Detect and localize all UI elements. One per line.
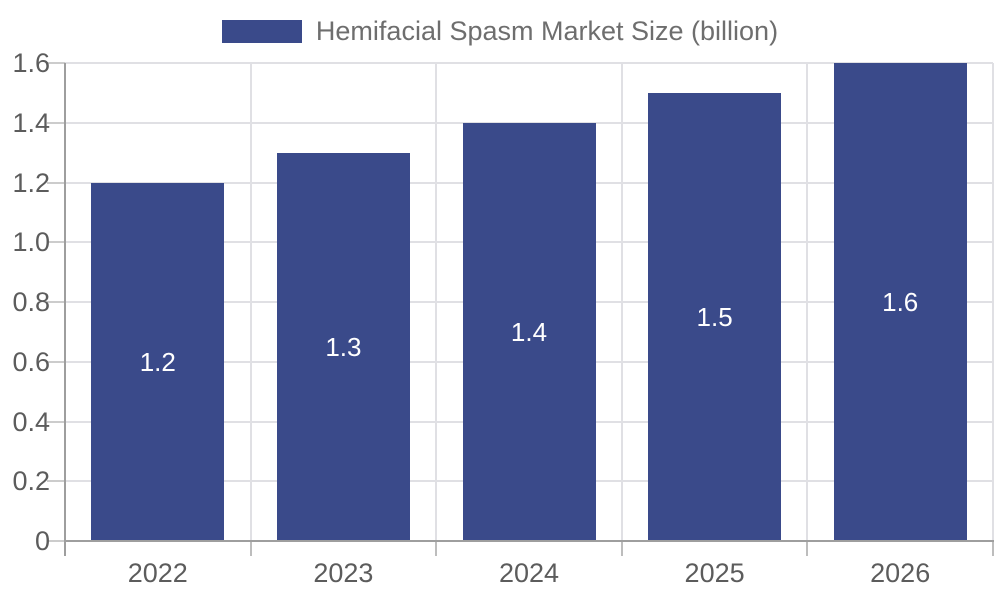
y-tick-mark <box>47 360 65 363</box>
y-axis-tick-label: 0.2 <box>12 466 50 497</box>
x-gridline <box>992 63 994 541</box>
y-axis-tick-label: 0 <box>34 526 50 556</box>
y-axis-tick-label: 0.6 <box>12 346 50 377</box>
chart-legend: Hemifacial Spasm Market Size (billion) <box>0 16 1000 47</box>
y-axis-tick-label: 0.8 <box>12 287 50 317</box>
x-tick-mark <box>620 541 623 556</box>
bar-2026 <box>833 63 967 541</box>
y-tick-mark <box>47 181 65 184</box>
y-axis-tick-label: 0.4 <box>12 406 50 437</box>
x-axis-tick-label: 2024 <box>498 558 560 588</box>
bar-value-label: 1.2 <box>139 346 176 377</box>
x-axis-tick-label: 2025 <box>684 558 745 588</box>
bar-value-label: 1.5 <box>696 301 733 332</box>
bar-value-label: 1.4 <box>510 316 548 347</box>
x-gridline <box>435 63 438 541</box>
x-gridline <box>249 63 252 541</box>
y-axis-tick-label: 1.0 <box>12 227 50 258</box>
x-tick-mark <box>992 541 994 556</box>
legend-series-label: Hemifacial Spasm Market Size (billion) <box>315 16 779 46</box>
y-gridline <box>65 62 993 64</box>
x-tick-mark <box>435 541 438 556</box>
x-tick-mark <box>806 541 809 556</box>
x-gridline <box>806 63 809 541</box>
y-tick-mark <box>47 62 65 64</box>
y-tick-mark <box>47 540 65 542</box>
y-tick-mark <box>47 121 65 124</box>
y-axis-tick-label: 1.6 <box>12 48 50 78</box>
x-tick-mark <box>249 541 252 556</box>
legend-swatch <box>221 20 302 43</box>
y-axis-tick-label: 1.4 <box>12 107 50 138</box>
y-tick-mark <box>47 301 65 303</box>
bar-2024 <box>462 122 596 541</box>
y-tick-mark <box>47 241 65 244</box>
x-axis-tick-label: 2023 <box>313 558 374 588</box>
x-axis-tick-label: 2026 <box>870 558 931 588</box>
bar-value-label: 1.6 <box>882 287 919 317</box>
bar-2025 <box>648 92 782 541</box>
x-axis-tick-label: 2022 <box>127 558 188 588</box>
y-tick-mark <box>47 420 65 423</box>
x-gridline <box>620 63 623 541</box>
y-axis-tick-label: 1.2 <box>12 167 50 198</box>
y-axis-line <box>64 63 66 556</box>
bar-2022 <box>91 182 225 541</box>
x-axis-line <box>64 540 994 542</box>
bar-2023 <box>276 152 410 541</box>
bar-value-label: 1.3 <box>325 331 362 362</box>
y-tick-mark <box>47 480 65 483</box>
